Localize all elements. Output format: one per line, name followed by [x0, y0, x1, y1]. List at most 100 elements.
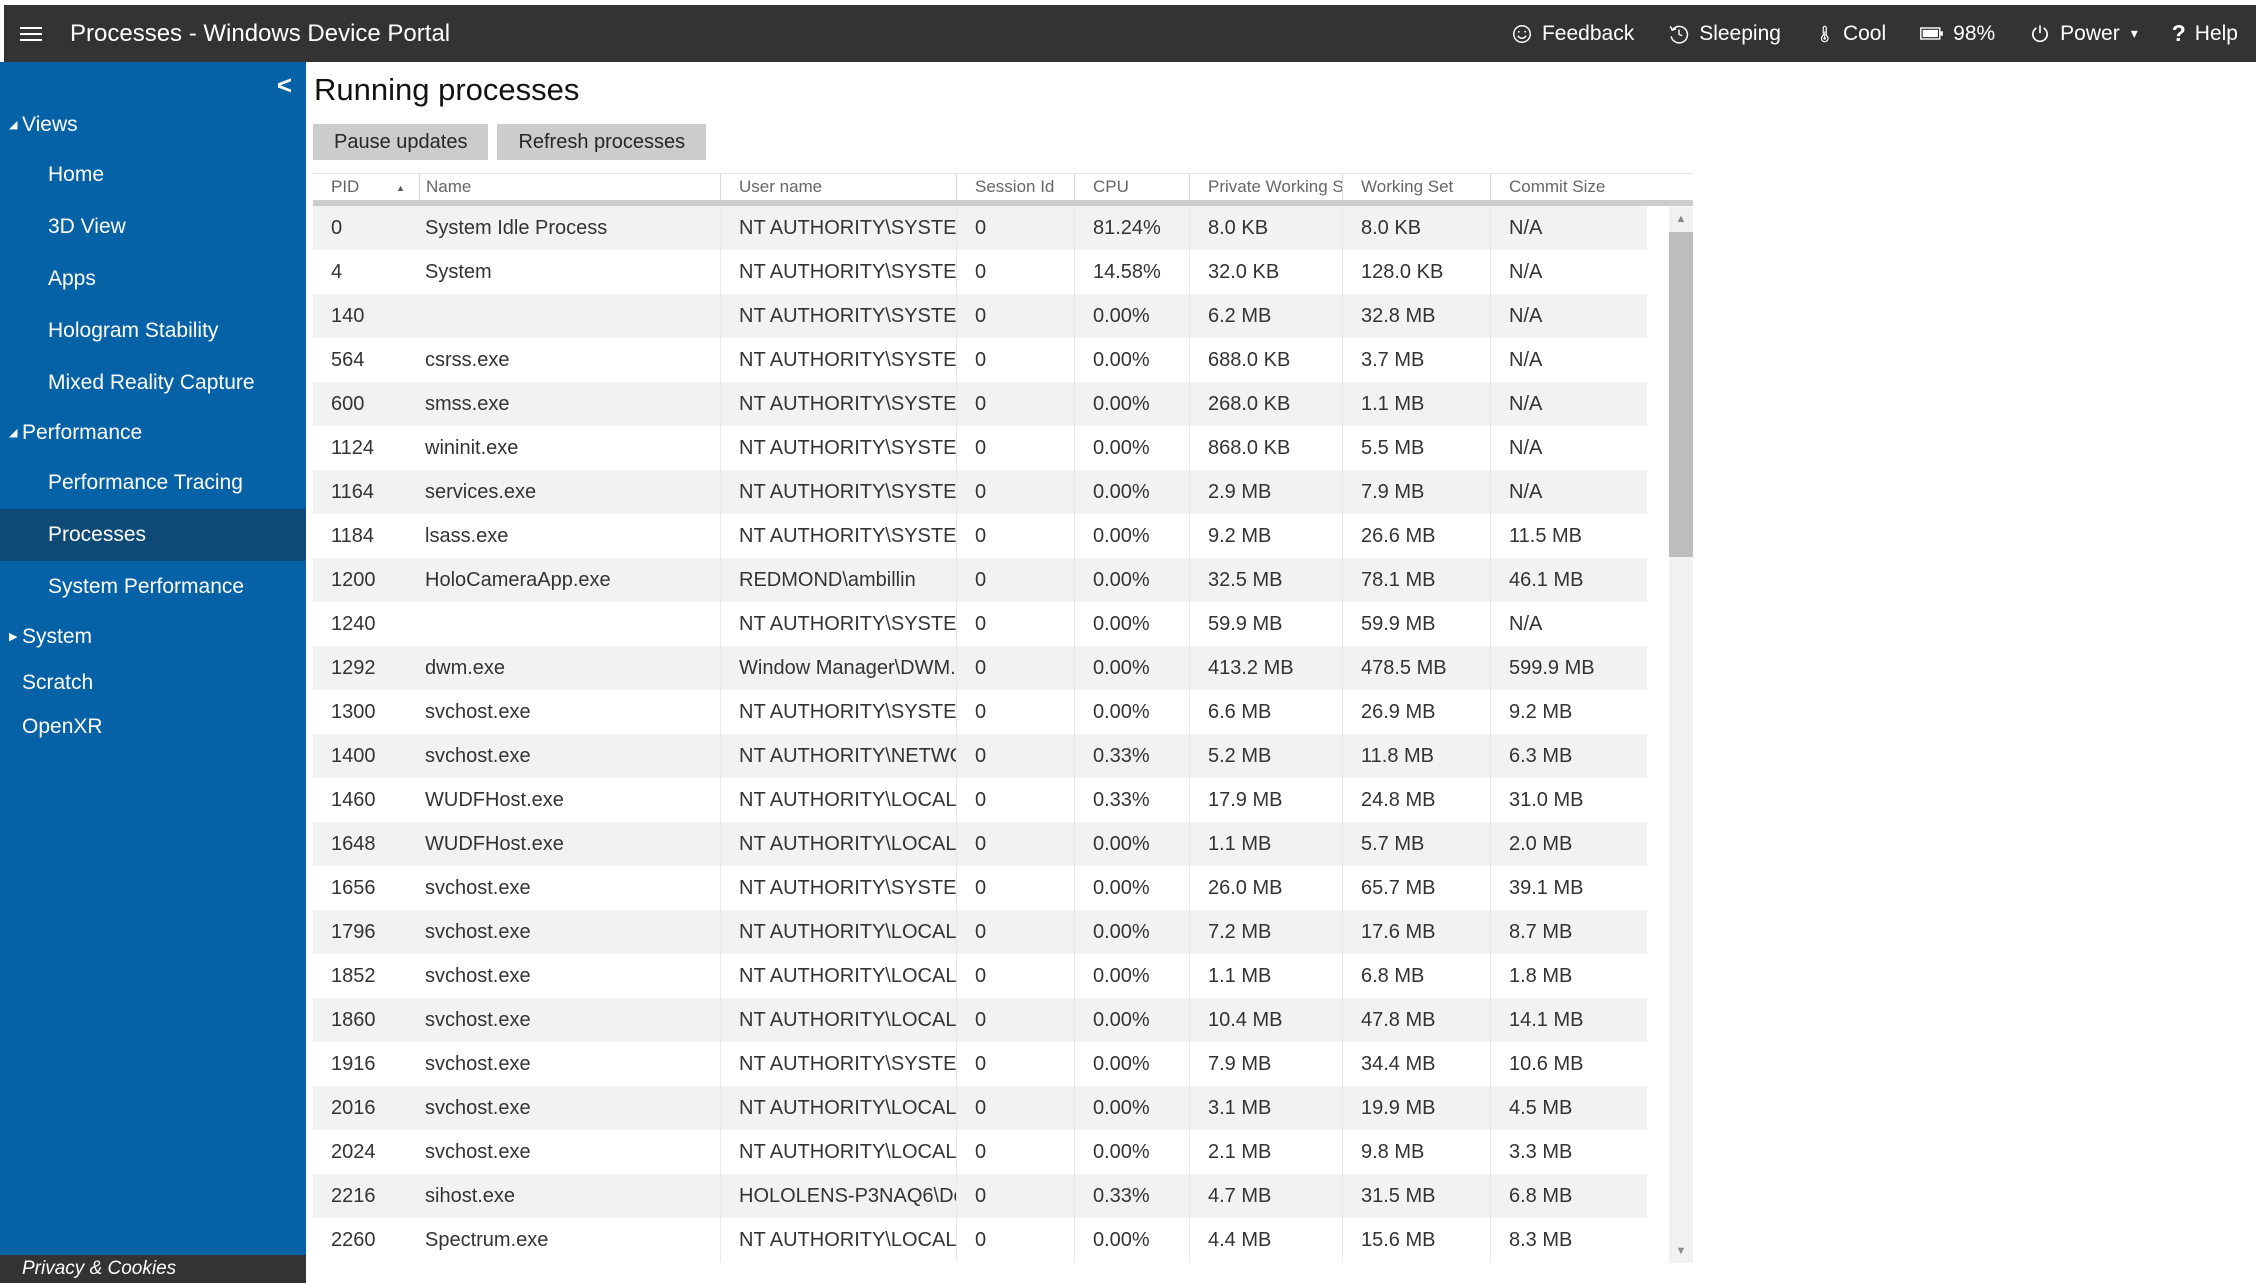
- table-cell: 81.24%: [1074, 206, 1189, 250]
- table-cell: 5.5 MB: [1342, 426, 1490, 470]
- top-bar: Processes - Windows Device Portal Feedba…: [4, 5, 2256, 62]
- sidebar-item-home[interactable]: Home: [0, 149, 306, 201]
- sidebar-item-system-performance[interactable]: System Performance: [0, 561, 306, 613]
- topbar-item-label: Help: [2194, 21, 2238, 45]
- table-cell: 6.8 MB: [1342, 954, 1490, 998]
- table-cell: WUDFHost.exe: [425, 833, 564, 855]
- table-cell: 0: [331, 217, 343, 239]
- table-cell: 2260: [331, 1229, 376, 1251]
- table-cell: dwm.exe: [425, 657, 506, 679]
- sidebar-item-performance-tracing[interactable]: Performance Tracing: [0, 457, 306, 509]
- table-cell: 26.0 MB: [1189, 866, 1342, 910]
- table-cell: 1124: [331, 437, 375, 459]
- hamburger-menu-icon[interactable]: [20, 23, 42, 45]
- vertical-scrollbar[interactable]: ▲ ▼: [1669, 207, 1693, 1263]
- sidebar-item-3d-view[interactable]: 3D View: [0, 201, 306, 253]
- table-cell: 7.9 MB: [1189, 1042, 1342, 1086]
- column-header-label: Working Set: [1361, 177, 1454, 196]
- sidebar-item-openxr[interactable]: OpenXR: [0, 705, 306, 749]
- scroll-up-icon[interactable]: ▲: [1675, 213, 1687, 225]
- column-header-private-working-set[interactable]: Private Working Set: [1189, 174, 1342, 200]
- table-body: 0 System Idle Process NT AUTHORITY\SYSTEM 0…: [313, 206, 1647, 1262]
- table-cell: 2.1 MB: [1189, 1130, 1342, 1174]
- sidebar-item-performance[interactable]: ◢ Performance: [0, 409, 306, 457]
- table-cell: NT AUTHORITY\SYSTEM: [720, 1042, 956, 1086]
- sidebar-item-label: Performance: [22, 421, 143, 444]
- table-cell: NT AUTHORITY\LOCAL ...: [720, 1218, 956, 1262]
- table-row: 2024 svchost.exe NT AUTHORITY\LOCAL ... 0 0.…: [313, 1130, 1647, 1174]
- sidebar-item-label: Views: [22, 113, 78, 136]
- table-cell: 0: [956, 1218, 1074, 1262]
- table-cell: 39.1 MB: [1490, 866, 1647, 910]
- toolbar: Pause updates Refresh processes: [313, 124, 2256, 160]
- column-header-session-id[interactable]: Session Id: [956, 174, 1074, 200]
- sidebar-item-scratch[interactable]: Scratch: [0, 661, 306, 705]
- privacy-cookies-link[interactable]: Privacy & Cookies: [22, 1258, 177, 1279]
- table-cell: 0: [956, 514, 1074, 558]
- table-cell: NT AUTHORITY\SYSTEM: [720, 866, 956, 910]
- table-cell: 0.33%: [1074, 1174, 1189, 1218]
- table-cell: 0.00%: [1074, 1218, 1189, 1262]
- topbar-item-thermal[interactable]: Cool: [1815, 22, 1886, 46]
- topbar-item-help[interactable]: ? Help: [2172, 20, 2238, 47]
- power-caret-icon: ▾: [2130, 25, 2138, 41]
- column-header-working-set[interactable]: Working Set: [1342, 174, 1490, 200]
- table-cell: 8.0 KB: [1189, 206, 1342, 250]
- pause-updates-button[interactable]: Pause updates: [313, 124, 489, 160]
- table-cell: 15.6 MB: [1342, 1218, 1490, 1262]
- table-cell: 0: [956, 558, 1074, 602]
- column-header-cpu[interactable]: CPU: [1074, 174, 1189, 200]
- column-header-user-name[interactable]: User name: [720, 174, 956, 200]
- column-header-label: Private Working Set: [1208, 177, 1342, 196]
- sidebar-collapse-icon[interactable]: <: [276, 70, 292, 100]
- table-cell: svchost.exe: [425, 877, 531, 899]
- table-cell: services.exe: [425, 481, 537, 503]
- sidebar-item-mixed-reality-capture[interactable]: Mixed Reality Capture: [0, 357, 306, 409]
- table-row: 2260 Spectrum.exe NT AUTHORITY\LOCAL ... 0 0…: [313, 1218, 1647, 1262]
- table-cell: NT AUTHORITY\LOCAL ...: [720, 954, 956, 998]
- table-cell: WUDFHost.exe: [425, 789, 564, 811]
- scrollbar-thumb[interactable]: [1669, 232, 1693, 557]
- sidebar-item-hologram-stability[interactable]: Hologram Stability: [0, 305, 306, 357]
- table-cell: [419, 294, 720, 338]
- sidebar-item-label: 3D View: [48, 215, 126, 238]
- table-cell: 688.0 KB: [1189, 338, 1342, 382]
- table-cell: 26.9 MB: [1342, 690, 1490, 734]
- topbar-item-sleeping[interactable]: Sleeping: [1668, 22, 1781, 46]
- scroll-down-icon[interactable]: ▼: [1675, 1245, 1687, 1257]
- topbar-item-power[interactable]: Power ▾: [2029, 22, 2138, 46]
- table-row: 2216 sihost.exe HOLOLENS-P3NAQ6\De...00.33…: [313, 1174, 1647, 1218]
- table-cell: N/A: [1490, 470, 1647, 514]
- column-header-commit-size[interactable]: Commit Size: [1490, 174, 1647, 200]
- sidebar-item-system[interactable]: ▶ System: [0, 613, 306, 661]
- sidebar-item-views[interactable]: ◢ Views: [0, 101, 306, 149]
- sidebar-item-processes[interactable]: Processes: [0, 509, 306, 561]
- table-cell: 0: [956, 1130, 1074, 1174]
- sidebar-item-label: Mixed Reality Capture: [48, 371, 255, 394]
- table-cell: 8.7 MB: [1490, 910, 1647, 954]
- table-cell: 0.00%: [1074, 514, 1189, 558]
- table-cell: 9.2 MB: [1189, 514, 1342, 558]
- table-cell: 0: [956, 954, 1074, 998]
- table-cell: 0.00%: [1074, 1086, 1189, 1130]
- sort-ascending-icon: ▲: [396, 183, 405, 193]
- column-header-name[interactable]: Name: [419, 174, 720, 200]
- table-cell: wininit.exe: [425, 437, 519, 459]
- table-cell: NT AUTHORITY\SYSTEM: [720, 514, 956, 558]
- topbar-item-feedback[interactable]: Feedback: [1511, 22, 1634, 46]
- table-cell: 2016: [331, 1097, 376, 1119]
- table-cell: 0.00%: [1074, 338, 1189, 382]
- refresh-processes-button[interactable]: Refresh processes: [497, 124, 707, 160]
- topbar-item-battery[interactable]: 98%: [1920, 22, 1995, 46]
- table-cell: svchost.exe: [425, 965, 531, 987]
- battery-icon: [1920, 26, 1944, 41]
- table-cell: 46.1 MB: [1490, 558, 1647, 602]
- sidebar-item-label: Home: [48, 163, 105, 186]
- table-cell: 0: [956, 690, 1074, 734]
- table-cell: svchost.exe: [425, 1053, 531, 1075]
- sidebar-item-apps[interactable]: Apps: [0, 253, 306, 305]
- column-header-pid[interactable]: PID ▲: [313, 174, 419, 200]
- table-cell: 0.00%: [1074, 690, 1189, 734]
- table-row: 0 System Idle Process NT AUTHORITY\SYSTEM 0…: [313, 206, 1647, 250]
- table-cell: 26.6 MB: [1342, 514, 1490, 558]
